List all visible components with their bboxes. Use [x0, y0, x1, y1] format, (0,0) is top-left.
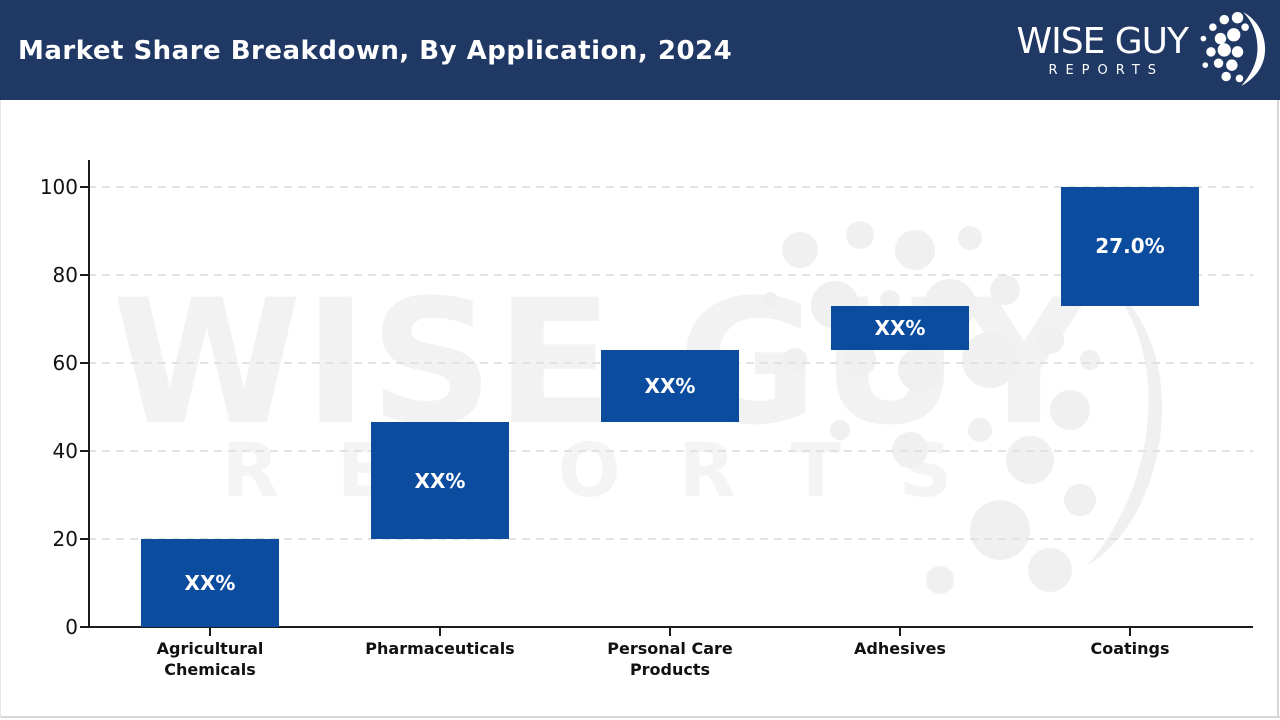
y-tick-label: 60 [52, 351, 78, 375]
x-tick-mark [669, 628, 671, 636]
y-tick-mark [80, 450, 88, 452]
plot-area: 0 20 40 60 80 100 XX% Agricultural Chemicals XX% P… [0, 100, 1280, 720]
figure-border-right [1277, 100, 1279, 718]
x-tick-label: Pharmaceuticals [365, 639, 515, 658]
logo-text: WISE GUY REPORTS [1017, 21, 1189, 78]
bar: 27.0% [1061, 187, 1199, 306]
y-tick-label: 80 [52, 263, 78, 287]
figure-border-bottom [0, 716, 1280, 718]
y-tick-label: 100 [39, 175, 78, 199]
bar-value-label: XX% [184, 571, 236, 595]
grid-line [88, 450, 1253, 452]
x-tick-label: Coatings [1090, 639, 1170, 658]
bar: XX% [141, 539, 279, 627]
bar-value-label: XX% [414, 468, 466, 493]
x-axis-line [87, 626, 1253, 628]
chart-title: Market Share Breakdown, By Application, … [18, 36, 733, 66]
x-tick-label: Personal Care Products [607, 639, 733, 679]
bar: XX% [371, 422, 509, 539]
bar-value-label: 27.0% [1095, 234, 1165, 259]
y-tick-mark [80, 626, 88, 628]
bar: XX% [831, 305, 969, 350]
x-tick-mark [209, 628, 211, 636]
y-tick-mark [80, 186, 88, 188]
logo-reports-label: REPORTS [1048, 62, 1165, 78]
header-band: Market Share Breakdown, By Application, … [0, 0, 1280, 100]
wise-guy-logo: WISE GUY REPORTS [1017, 8, 1267, 90]
bar-value-label: XX% [644, 374, 696, 399]
bar-value-label: XX% [874, 315, 926, 340]
figure-border-left [0, 100, 1, 718]
y-axis-line [88, 160, 90, 628]
x-tick-label: Adhesives [854, 639, 946, 658]
y-tick-label: 0 [65, 615, 78, 639]
y-tick-label: 20 [52, 527, 78, 551]
x-tick-label: Agricultural Chemicals [156, 639, 264, 679]
x-tick-mark [439, 628, 441, 636]
watermark-text-reports: REPORTS [222, 428, 1011, 514]
x-tick-mark [1129, 628, 1131, 636]
y-tick-mark [80, 362, 88, 364]
grid-line [88, 186, 1253, 188]
x-tick-mark [899, 628, 901, 636]
logo-wiseguy-label: WISE GUY [1016, 20, 1189, 62]
y-tick-mark [80, 274, 88, 276]
grid-line [88, 538, 1253, 540]
y-tick-mark [80, 538, 88, 540]
y-tick-label: 40 [52, 439, 78, 463]
grid-line [88, 274, 1253, 276]
bar: XX% [601, 349, 739, 423]
wise-guy-face-icon [1200, 12, 1266, 86]
